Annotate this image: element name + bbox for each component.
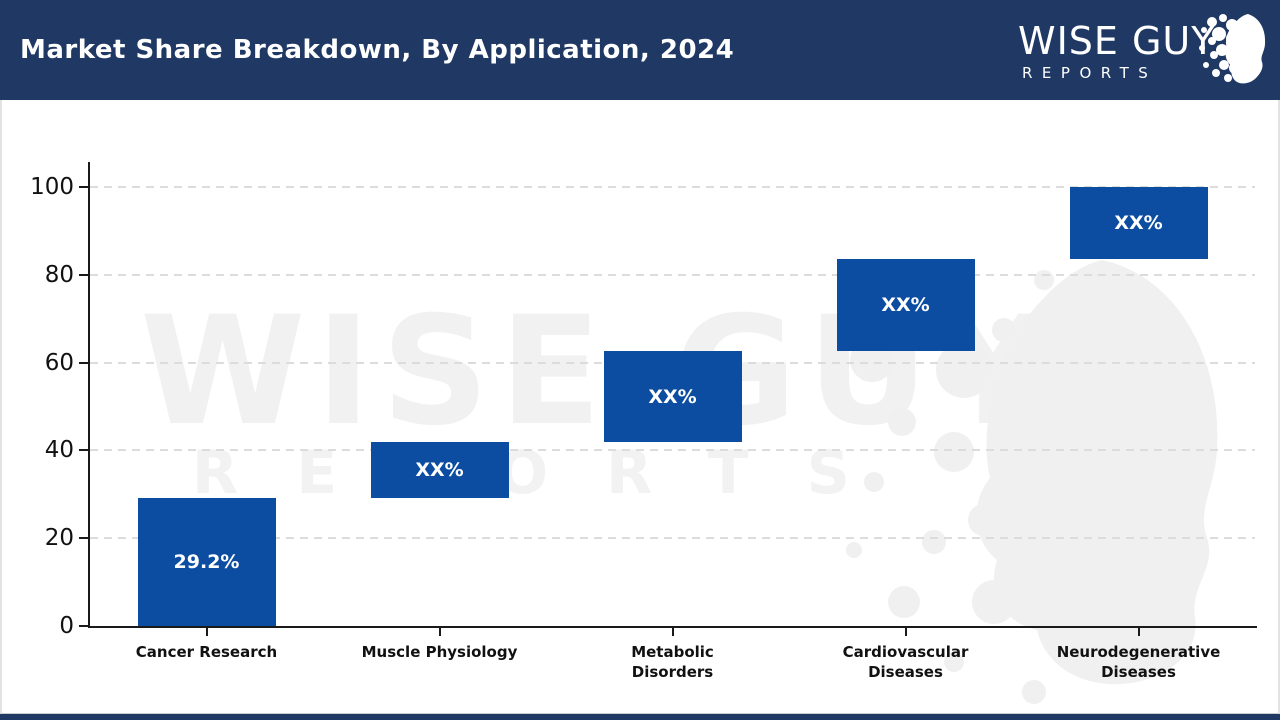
x-tick-mark-4 bbox=[904, 628, 907, 636]
y-tick-mark-100 bbox=[79, 185, 88, 188]
y-axis-spine bbox=[88, 162, 90, 628]
logo-wordmark: WISE GUY bbox=[1018, 19, 1215, 63]
bar-segment-1: 29.2% bbox=[137, 497, 276, 626]
x-axis-label-4: Cardiovascular Diseases bbox=[842, 643, 969, 681]
gridline-y-20 bbox=[90, 537, 1255, 540]
x-tick-mark-5 bbox=[1137, 628, 1140, 636]
bar-value-label-2: XX% bbox=[415, 459, 464, 482]
y-tick-mark-20 bbox=[79, 537, 88, 540]
bar-segment-4: XX% bbox=[836, 258, 975, 352]
chart-area: WISE GUY REPORTS 0 20 40 60 80 100 29.2% Cancer… bbox=[0, 100, 1280, 714]
gridline-y-80 bbox=[90, 273, 1255, 276]
logo-subtext: REPORTS bbox=[1022, 64, 1157, 82]
y-axis-label-100: 100 bbox=[30, 173, 74, 200]
bar-value-label-4: XX% bbox=[881, 293, 930, 316]
bar-segment-2: XX% bbox=[370, 442, 509, 498]
header: Market Share Breakdown, By Application, … bbox=[0, 0, 1280, 100]
y-tick-mark-40 bbox=[79, 449, 88, 452]
y-tick-mark-0 bbox=[79, 625, 88, 627]
x-axis-spine bbox=[88, 626, 1257, 628]
x-tick-mark-1 bbox=[205, 628, 208, 636]
bar-value-label-5: XX% bbox=[1114, 211, 1163, 234]
x-axis-label-3: Metabolic Disorders bbox=[631, 643, 714, 681]
y-axis-label-20: 20 bbox=[44, 525, 74, 552]
gridline-y-40 bbox=[90, 449, 1255, 452]
wise-guy-reports-logo: WISE GUY REPORTS bbox=[1018, 14, 1266, 84]
x-axis-label-1: Cancer Research bbox=[135, 643, 278, 661]
x-axis-label-2: Muscle Physiology bbox=[361, 643, 518, 661]
y-axis-label-0: 0 bbox=[59, 613, 74, 639]
y-tick-mark-60 bbox=[79, 361, 88, 364]
y-axis-label-60: 60 bbox=[44, 349, 74, 376]
bar-segment-3: XX% bbox=[603, 351, 742, 443]
bar-value-label-1: 29.2% bbox=[173, 550, 240, 573]
bar-segment-5: XX% bbox=[1069, 186, 1208, 259]
y-axis-label-40: 40 bbox=[44, 437, 74, 464]
bar-value-label-3: XX% bbox=[648, 385, 697, 408]
y-axis-label-80: 80 bbox=[44, 261, 74, 288]
x-tick-mark-3 bbox=[671, 628, 674, 636]
page-title: Market Share Breakdown, By Application, … bbox=[20, 35, 735, 65]
y-tick-mark-80 bbox=[79, 273, 88, 276]
x-tick-mark-2 bbox=[438, 628, 441, 636]
logo-head-icon bbox=[1199, 14, 1266, 84]
x-axis-label-5: Neurodegenerative Diseases bbox=[1056, 643, 1221, 681]
gridline-y-100 bbox=[90, 185, 1255, 188]
footer-bar bbox=[0, 714, 1280, 720]
